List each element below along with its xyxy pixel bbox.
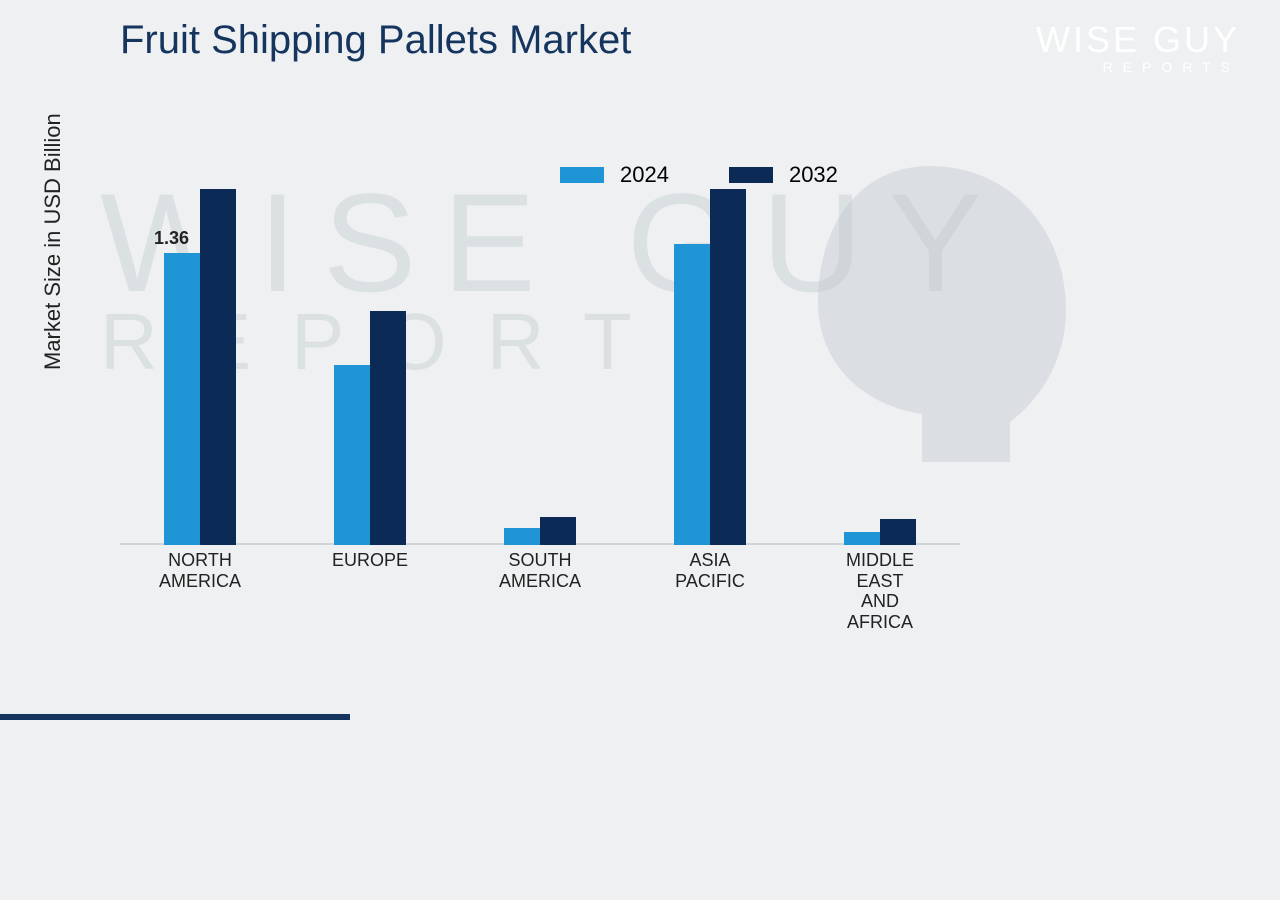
legend: 2024 2032 — [560, 162, 838, 188]
legend-item-2024: 2024 — [560, 162, 669, 188]
bar-2024 — [334, 365, 370, 545]
bar-group — [820, 519, 940, 545]
y-axis-label: Market Size in USD Billion — [40, 113, 66, 370]
legend-swatch-2024 — [560, 167, 604, 183]
data-value-label: 1.36 — [154, 228, 189, 249]
legend-label-2024: 2024 — [620, 162, 669, 188]
bar-2032 — [200, 189, 236, 545]
bar-2024 — [844, 532, 880, 545]
bottom-accent-bar — [0, 714, 350, 720]
bar-group — [650, 189, 770, 545]
legend-item-2032: 2032 — [729, 162, 838, 188]
bar-2032 — [540, 517, 576, 545]
bar-2032 — [880, 519, 916, 545]
logo-main: WISE GUY — [1036, 22, 1240, 58]
bar-group — [310, 311, 430, 545]
bar-2032 — [710, 189, 746, 545]
legend-swatch-2032 — [729, 167, 773, 183]
category-label: ASIAPACIFIC — [640, 550, 780, 591]
brand-logo: WISE GUY REPORTS — [1036, 22, 1240, 74]
chart-title: Fruit Shipping Pallets Market — [120, 18, 631, 63]
bar-2024 — [164, 253, 200, 545]
bar-group — [480, 517, 600, 545]
bar-chart: 1.36NORTHAMERICAEUROPESOUTHAMERICAASIAPA… — [120, 180, 960, 545]
bar-2032 — [370, 311, 406, 545]
category-label: NORTHAMERICA — [130, 550, 270, 591]
bar-2024 — [674, 244, 710, 545]
category-label: EUROPE — [300, 550, 440, 571]
bar-2024 — [504, 528, 540, 545]
category-label: MIDDLEEASTANDAFRICA — [810, 550, 950, 633]
logo-sub: REPORTS — [1036, 60, 1240, 74]
category-label: SOUTHAMERICA — [470, 550, 610, 591]
legend-label-2032: 2032 — [789, 162, 838, 188]
